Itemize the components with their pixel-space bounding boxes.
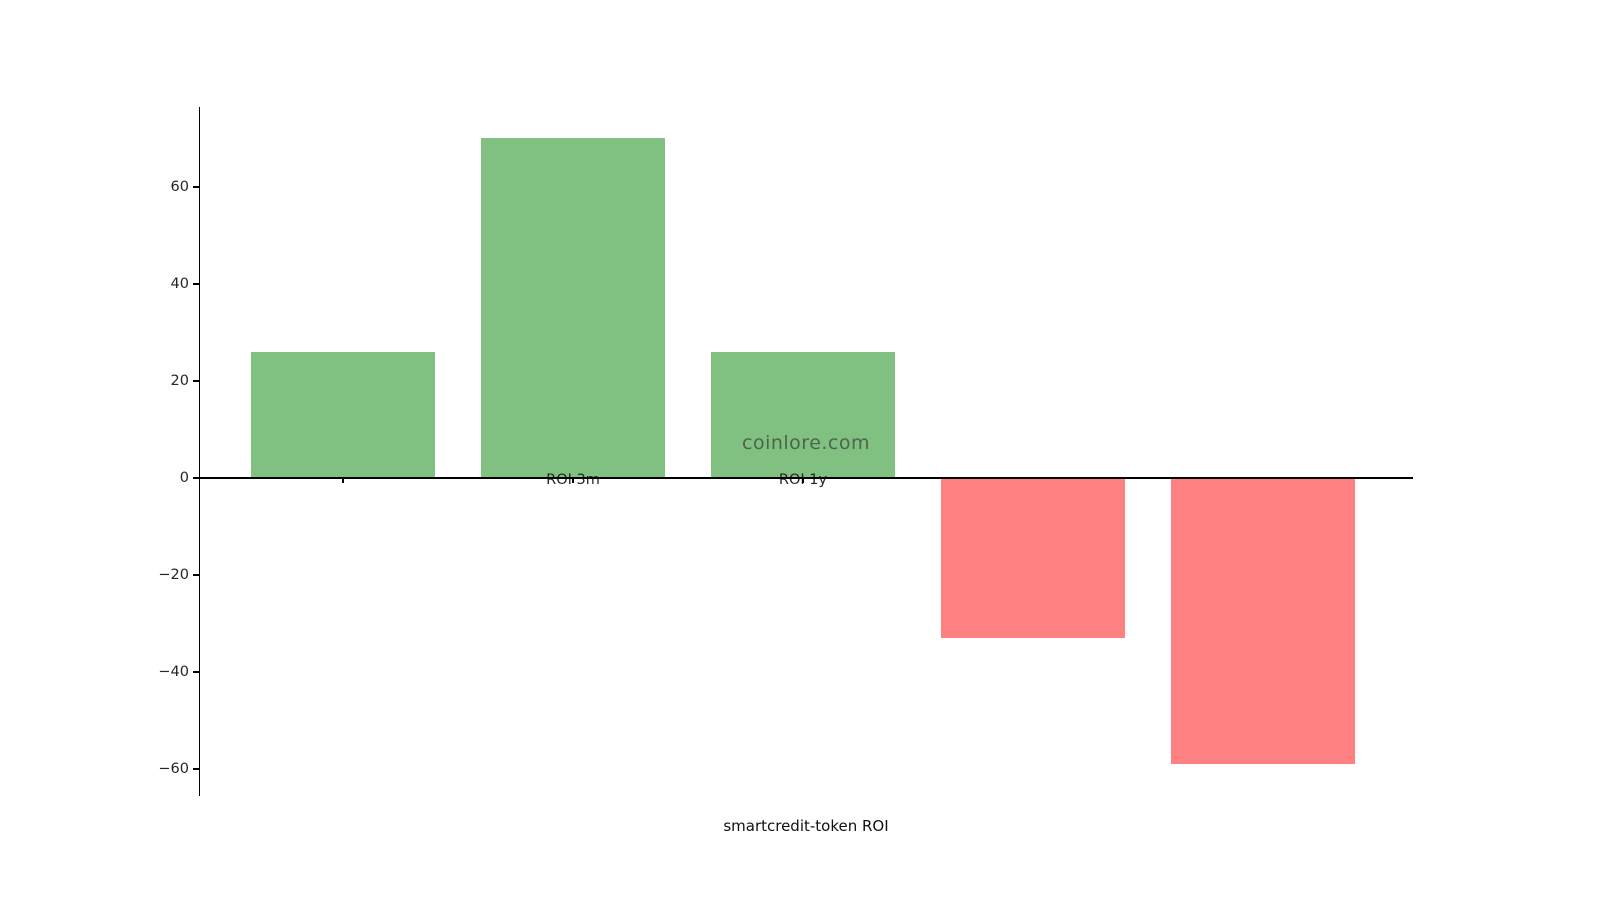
bar-0 [251, 351, 435, 478]
chart-title: smartcredit-token ROI [723, 817, 889, 835]
y-tick-label-40: 40 [170, 275, 189, 292]
x-tick-mark-1 [572, 478, 574, 483]
x-axis-line [199, 477, 1413, 479]
x-tick-mark-2 [802, 478, 804, 483]
y-tick-label--20: −20 [158, 567, 189, 584]
bar-4 [1171, 478, 1355, 765]
y-axis-line [199, 107, 201, 796]
y-tick-mark-0 [193, 477, 200, 479]
bar-3 [941, 478, 1125, 639]
x-tick-mark-0 [342, 478, 344, 483]
y-tick-label-20: 20 [170, 372, 189, 389]
y-tick-mark-40 [193, 283, 200, 285]
bar-1 [481, 138, 665, 478]
y-tick-label--40: −40 [158, 664, 189, 681]
y-tick-label-60: 60 [170, 178, 189, 195]
watermark: coinlore.com [742, 432, 870, 454]
y-tick-mark--40 [193, 671, 200, 673]
y-tick-mark--20 [193, 574, 200, 576]
y-tick-label--60: −60 [158, 761, 189, 778]
y-tick-mark-20 [193, 380, 200, 382]
y-tick-mark--60 [193, 768, 200, 770]
y-tick-label-0: 0 [179, 470, 189, 486]
bar-2 [711, 351, 895, 478]
y-tick-mark-60 [193, 186, 200, 188]
